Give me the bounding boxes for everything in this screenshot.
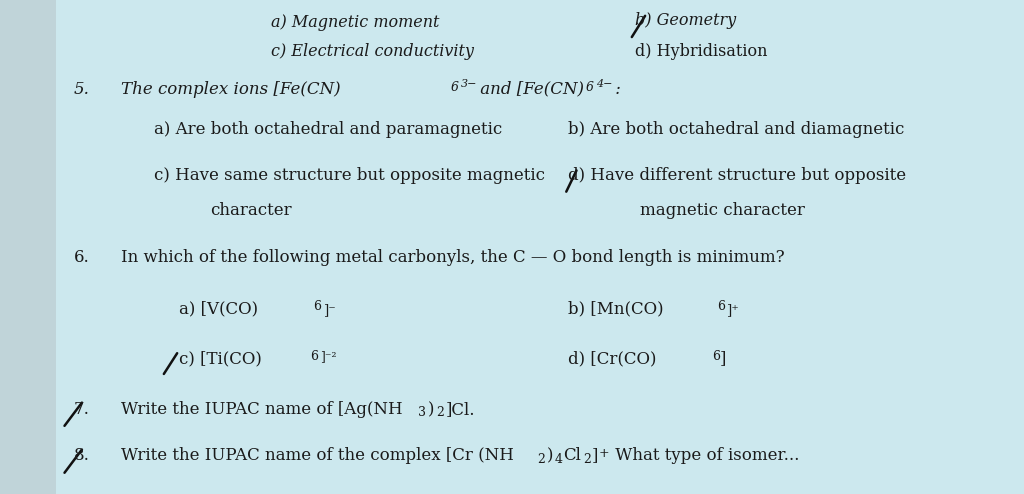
Text: 7.: 7. [74, 401, 90, 418]
Text: Write the IUPAC name of [Ag(NH: Write the IUPAC name of [Ag(NH [121, 401, 402, 418]
Text: 6: 6 [717, 300, 725, 313]
Text: c) Have same structure but opposite magnetic: c) Have same structure but opposite magn… [154, 167, 545, 184]
Text: ]⁺: ]⁺ [727, 303, 739, 317]
Text: 4−: 4− [596, 80, 612, 89]
Text: 6: 6 [451, 82, 459, 94]
Polygon shape [0, 0, 56, 494]
Text: In which of the following metal carbonyls, the C — O bond length is minimum?: In which of the following metal carbonyl… [121, 249, 784, 266]
Text: character: character [210, 202, 292, 219]
Text: d) Have different structure but opposite: d) Have different structure but opposite [568, 167, 906, 184]
Text: d) Hybridisation: d) Hybridisation [635, 43, 767, 60]
Text: and [Fe(CN): and [Fe(CN) [475, 81, 584, 98]
Text: ]⁻: ]⁻ [324, 303, 336, 317]
Text: 6: 6 [712, 350, 720, 363]
Text: ): ) [547, 448, 553, 464]
Text: b) [Mn(CO): b) [Mn(CO) [568, 301, 664, 318]
Text: :: : [610, 81, 622, 98]
Text: 6.: 6. [74, 249, 89, 266]
Text: b) Geometry: b) Geometry [635, 12, 736, 29]
Text: The complex ions [Fe(CN): The complex ions [Fe(CN) [121, 81, 340, 98]
Text: 8.: 8. [74, 448, 90, 464]
Text: ]⁻²: ]⁻² [321, 350, 337, 363]
Text: 2: 2 [538, 453, 546, 466]
Text: 2: 2 [436, 407, 444, 419]
Text: a) Are both octahedral and paramagnetic: a) Are both octahedral and paramagnetic [154, 122, 502, 138]
Text: +: + [599, 447, 609, 460]
Text: c) [Ti(CO): c) [Ti(CO) [179, 350, 262, 367]
Text: 6: 6 [313, 300, 322, 313]
Text: b) Are both octahedral and diamagnetic: b) Are both octahedral and diamagnetic [568, 122, 904, 138]
Text: ]: ] [720, 350, 726, 367]
Text: ]: ] [592, 448, 598, 464]
Text: c) Electrical conductivity: c) Electrical conductivity [271, 43, 474, 60]
Text: a) Magnetic moment: a) Magnetic moment [271, 14, 439, 31]
Text: 3−: 3− [461, 80, 477, 89]
Text: 5.: 5. [74, 81, 90, 98]
Text: Cl: Cl [563, 448, 581, 464]
Text: 3: 3 [418, 407, 426, 419]
Text: 4: 4 [555, 453, 563, 466]
Text: ]Cl.: ]Cl. [445, 401, 475, 418]
Text: 2: 2 [584, 453, 592, 466]
Text: d) [Cr(CO): d) [Cr(CO) [568, 350, 656, 367]
Text: ): ) [428, 401, 434, 418]
Text: magnetic character: magnetic character [640, 202, 805, 219]
Text: What type of isomer...: What type of isomer... [610, 448, 800, 464]
Text: a) [V(CO): a) [V(CO) [179, 301, 258, 318]
Text: Write the IUPAC name of the complex [Cr (NH: Write the IUPAC name of the complex [Cr … [121, 448, 514, 464]
Text: 6: 6 [586, 82, 594, 94]
Text: 6: 6 [310, 350, 318, 363]
